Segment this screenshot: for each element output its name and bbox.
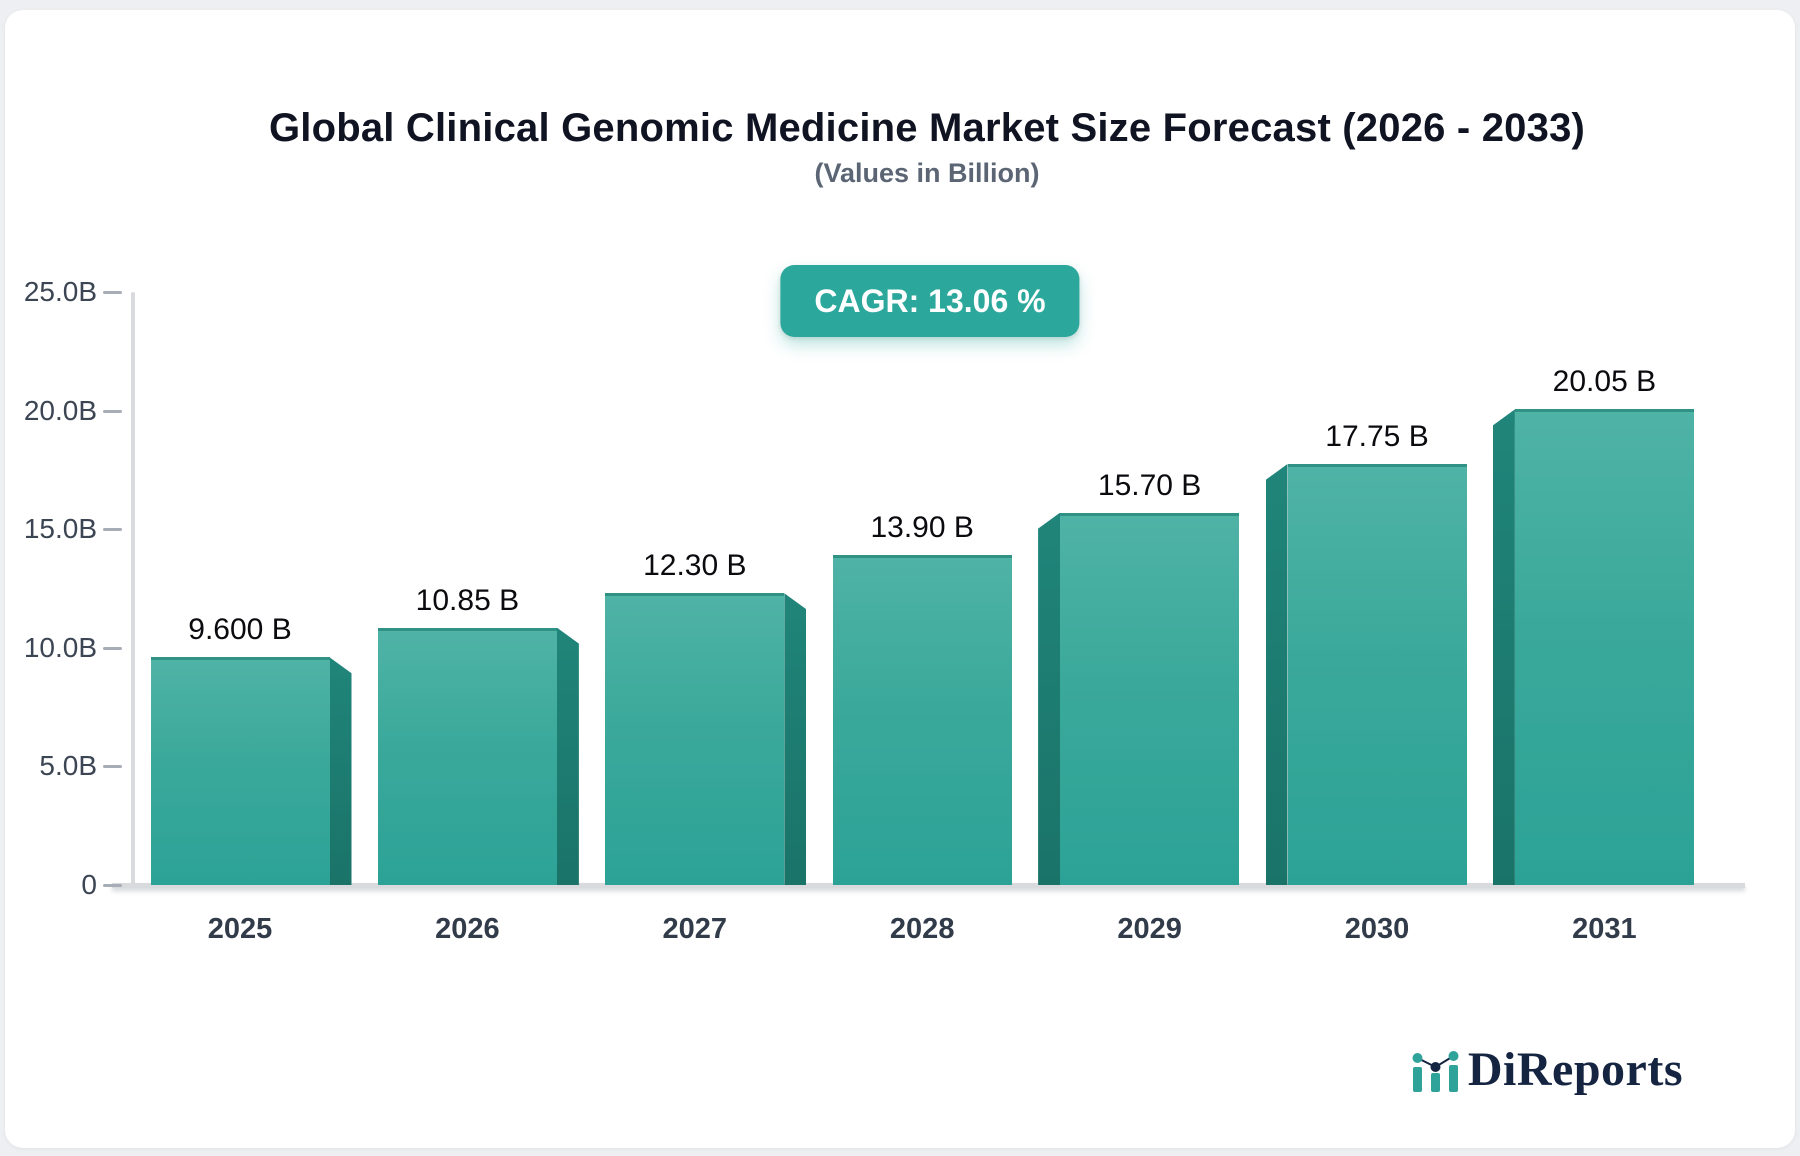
y-tick-label: 25.0B [23,276,97,307]
bar-face-2025 [150,657,330,885]
y-tick-label: 15.0B [23,513,97,545]
bar-value-label: 9.600 B [188,613,292,647]
bar-face-2027 [605,593,785,885]
mini-bar-chart-icon [1412,1050,1459,1092]
bar-side [329,657,352,885]
bar-value-label: 20.05 B [1552,365,1657,399]
bar-side [1265,463,1288,885]
chart-card: Global Clinical Genomic Medicine Market … [5,10,1795,1148]
bar-value-label: 10.85 B [415,583,520,617]
y-tick-mark [103,291,122,294]
x-axis-label: 2026 [435,913,500,945]
bar-side [1492,409,1515,885]
x-axis-label: 2031 [1572,913,1637,945]
x-axis-label: 2025 [207,913,273,945]
bar-face-2031 [1514,409,1694,885]
y-tick-mark [103,765,122,769]
x-axis-label: 2028 [889,913,955,945]
x-axis-label: 2027 [662,913,728,945]
y-tick-mark [103,409,122,413]
bar-face-2030 [1287,463,1467,885]
bar-side [1038,512,1061,885]
logo-text: DiReports [1467,1043,1683,1096]
x-axis-label: 2029 [1117,913,1182,945]
y-axis-line [131,292,135,885]
bar-value-label: 12.30 B [643,549,747,583]
y-tick-mark [103,528,122,532]
bar-side [784,593,807,885]
cagr-badge: CAGR: 13.06 % [780,265,1080,337]
chart-title: Global Clinical Genomic Medicine Market … [268,106,1586,150]
y-tick-label: 5.0B [39,750,97,782]
bar-value-label: 17.75 B [1325,419,1429,453]
bar-value-label: 13.90 B [870,511,974,545]
bar-face-2026 [377,627,557,885]
bar-value-label: 15.70 B [1097,468,1202,502]
x-axis-label: 2030 [1344,913,1410,945]
y-tick-label: 0 [81,869,97,900]
y-tick-label: 10.0B [23,631,97,663]
logo: DiReports [1412,1042,1683,1097]
bar-face-2028 [832,555,1012,885]
y-tick-mark [103,884,122,887]
y-tick-label: 20.0B [23,394,97,426]
x-axis-line [112,883,1745,888]
y-tick-mark [103,646,122,650]
bar-face-2029 [1060,512,1240,885]
bar-side [556,627,579,885]
chart-subtitle: (Values in Billion) [814,158,1040,188]
